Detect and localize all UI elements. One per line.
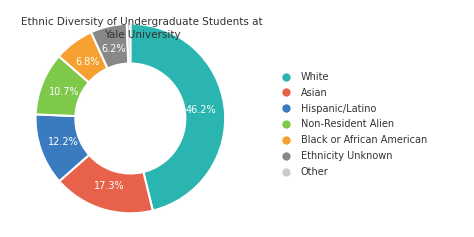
Wedge shape (59, 32, 108, 82)
Wedge shape (127, 24, 130, 64)
Text: 17.3%: 17.3% (94, 181, 124, 191)
Wedge shape (36, 114, 89, 181)
Text: Ethnic Diversity of Undergraduate Students at
Yale University: Ethnic Diversity of Undergraduate Studen… (21, 17, 263, 40)
Wedge shape (130, 24, 225, 211)
Text: 10.7%: 10.7% (49, 87, 80, 97)
Wedge shape (59, 155, 153, 213)
Text: 6.2%: 6.2% (102, 44, 126, 54)
Wedge shape (36, 56, 89, 116)
Text: 46.2%: 46.2% (186, 105, 216, 115)
Text: 12.2%: 12.2% (48, 137, 79, 147)
Wedge shape (91, 24, 128, 68)
Text: 6.8%: 6.8% (76, 56, 100, 67)
Legend: White, Asian, Hispanic/Latino, Non-Resident Alien, Black or African American, Et: White, Asian, Hispanic/Latino, Non-Resid… (276, 72, 427, 177)
